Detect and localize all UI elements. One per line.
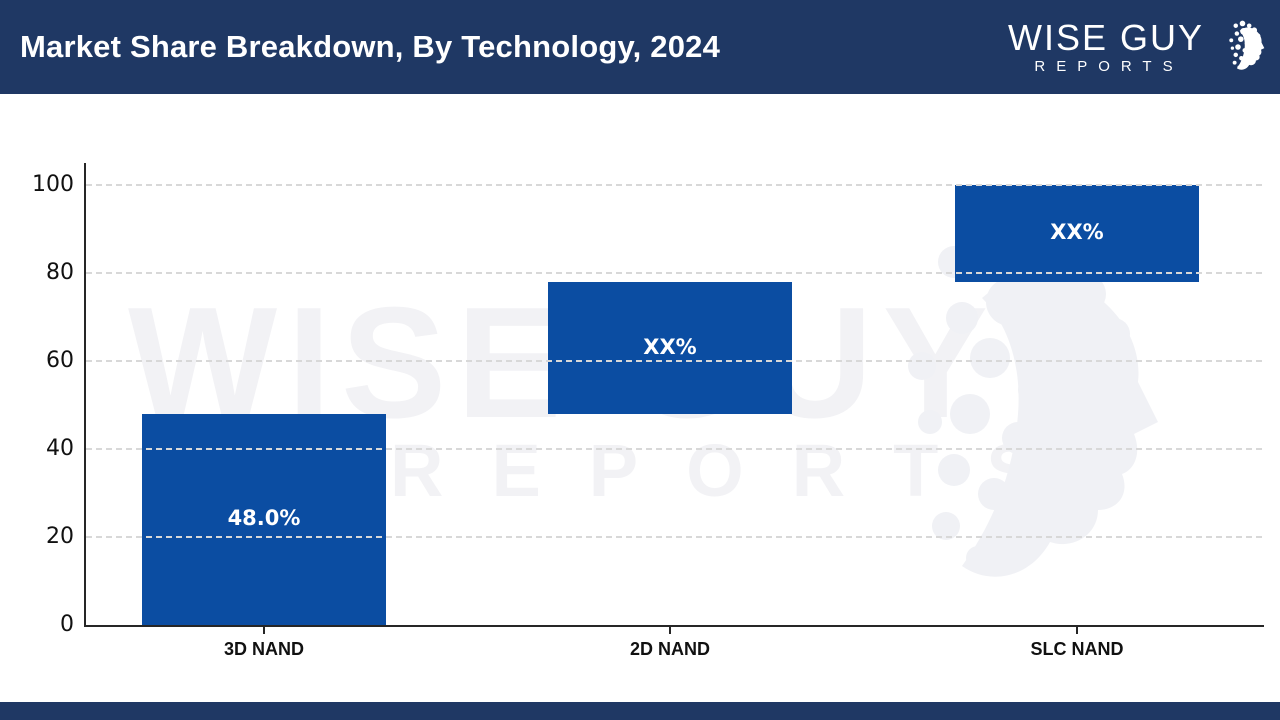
y-tick-100: 100 — [32, 172, 74, 197]
logo-reports-text: REPORTS — [1034, 58, 1184, 75]
bar-value-label: XX% — [1050, 220, 1104, 245]
gridline-100 — [86, 184, 1262, 186]
y-tick-40: 40 — [46, 436, 74, 461]
gridline-20 — [86, 536, 1262, 538]
y-axis-line — [84, 163, 86, 627]
bar-value-label: XX% — [643, 334, 697, 359]
y-tick-60: 60 — [46, 348, 74, 373]
gridline-60 — [86, 360, 1262, 362]
chart-title: Market Share Breakdown, By Technology, 2… — [20, 29, 721, 64]
x-category-label: 2D NAND — [629, 639, 710, 659]
y-tick-20: 20 — [46, 524, 74, 549]
bar-value-label: 48.0% — [227, 506, 301, 531]
logo-text: WISE GUY REPORTS — [1007, 17, 1204, 75]
header-bar: Market Share Breakdown, By Technology, 2… — [0, 0, 1280, 94]
x-category-label: SLC NAND — [1030, 639, 1124, 659]
y-tick-0: 0 — [60, 612, 74, 637]
wiseguy-logo: WISE GUY REPORTS — [1008, 9, 1266, 85]
footer-bar — [0, 702, 1280, 720]
gridline-40 — [86, 448, 1262, 450]
y-tick-80: 80 — [46, 260, 74, 285]
x-tick-mark — [669, 627, 671, 634]
x-category-label: 3D NAND — [223, 639, 304, 659]
x-axis-line — [84, 625, 1264, 627]
x-tick-mark — [263, 627, 265, 634]
gridline-80 — [86, 272, 1262, 274]
x-tick-mark — [1076, 627, 1078, 634]
bar-2D NAND — [548, 281, 792, 414]
logo-wiseguy-text: WISE GUY — [1007, 17, 1204, 58]
